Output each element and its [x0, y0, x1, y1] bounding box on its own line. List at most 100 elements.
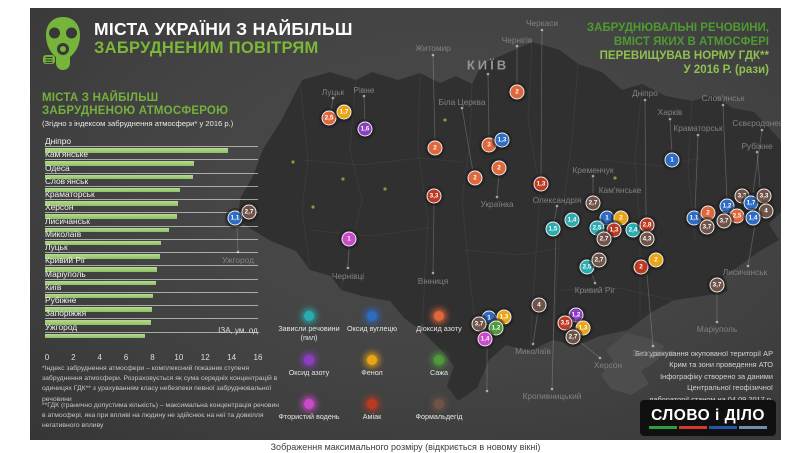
- chart-subtitle: (Згідно з індексом забруднення атмосфери…: [42, 119, 234, 128]
- pollutant-marker-dust: 1,4: [564, 212, 580, 228]
- map-city-label: Вінниця: [417, 276, 449, 286]
- pollutant-marker-no-Херсон: 1,2: [568, 307, 584, 323]
- legend-item: Зависли речовини (пил): [277, 311, 341, 351]
- axis-tick: 8: [150, 353, 155, 362]
- pollutant-marker-phenol-Луцьк: 1,7: [336, 104, 352, 120]
- phenol-legend-dot: [367, 355, 377, 365]
- bar: [45, 320, 151, 325]
- bar-city-label: Кривий Ріг: [45, 256, 258, 267]
- pollutant-marker-co-Київ: 1,3: [494, 132, 510, 148]
- map-title-block: ЗАБРУДНЮВАЛЬНІ РЕЧОВИНИ, ВМІСТ ЯКИХ В АТ…: [587, 21, 769, 77]
- legend-label: Діоксид азоту: [416, 324, 462, 333]
- bar-row: Ужгород: [45, 322, 260, 338]
- legend-label: Зависли речовини (пил): [278, 324, 340, 342]
- map-city-label: Черкаси: [526, 18, 558, 28]
- bar-city-label: Ужгород: [45, 322, 258, 333]
- pollutant-marker-co-Харків: 1: [664, 152, 680, 168]
- map-city-label: Чернівці: [331, 271, 365, 281]
- bar-city-label: Краматорськ: [45, 190, 258, 200]
- legend-label: Оксид азоту: [288, 368, 330, 377]
- pollutant-marker-phenol-Херсон: 1,3: [575, 320, 591, 336]
- image-caption-link[interactable]: Зображення максимального розміру (відкри…: [270, 442, 541, 452]
- bar: [45, 240, 162, 246]
- map-city-label: Лисичанськ: [722, 267, 768, 277]
- pollutant-marker-nh3-Кам'янське: 1,3: [606, 222, 622, 238]
- map-city-label: КИЇВ: [466, 57, 510, 73]
- axis-tick: 6: [123, 353, 129, 362]
- bar-row: Кривий Ріг: [45, 256, 260, 272]
- bar-row: Одеса: [45, 163, 260, 179]
- co-legend-dot: [367, 311, 377, 321]
- legend-label: Сажа: [429, 368, 449, 377]
- pollutant-marker-fa-Кривий Ріг: 2,7: [591, 252, 607, 268]
- map-city-label: Кропивницький: [522, 391, 582, 401]
- footnote-gdk: **ГДК (гранично допустима кількість) – м…: [42, 402, 280, 430]
- bar-city-label: Лисичанськ: [45, 216, 258, 227]
- pollutant-marker-fa-Маріуполь: 3,7: [709, 277, 725, 293]
- legend-item: Фтористий водень: [277, 399, 341, 439]
- pollutant-marker-dust-Дніпро: 2,4: [625, 222, 641, 238]
- legend-label: Фенол: [361, 368, 383, 377]
- map-title-line3: ПЕРЕВИЩУВАВ НОРМУ ГДК**: [599, 50, 769, 62]
- pollutant-marker-co-Краматорськ: 1,1: [686, 210, 702, 226]
- bar-row: Маріуполь: [45, 269, 260, 285]
- bar: [45, 333, 146, 338]
- map-city-label: Рівне: [353, 85, 375, 95]
- pollutant-marker-fa-Кам'янське: 2,7: [596, 231, 612, 247]
- pollutant-marker-no-Рівне: 1,6: [357, 121, 373, 137]
- pollutant-marker-no2-Слов'янськ: 2,5: [729, 208, 745, 224]
- bar: [45, 214, 177, 219]
- pollutant-marker-co-Лисичанськ: 1,4: [745, 210, 761, 226]
- bar-city-label: Маріуполь: [45, 269, 258, 280]
- bar-city-label: Одеса: [45, 163, 258, 174]
- pollutant-marker-no2-Луцьк: 2,5: [321, 110, 337, 126]
- footnote-iza: *Індекс забруднення атмосфери – комплекс…: [42, 365, 278, 403]
- bar-city-label: Миколаїв: [45, 229, 258, 240]
- map-city-label: Дніпро: [632, 88, 658, 98]
- pollutant-marker-no2-Українка: 2: [491, 160, 507, 176]
- map-city-label: Кривий Ріг: [574, 285, 616, 295]
- logo-stripe: [739, 425, 767, 429]
- connector-lines: [236, 28, 764, 393]
- pollutant-marker-fa-Рубіжне: 4: [758, 203, 774, 219]
- axis-tick: 14: [227, 353, 237, 362]
- map-title-line4: У 2016 Р. (рази): [683, 64, 769, 76]
- axis-tick: 0: [44, 353, 50, 362]
- credit-line: Крим та зони проведення АТО: [669, 360, 773, 370]
- pollutant-marker-phenol-Кам'янське: 2: [613, 210, 629, 226]
- bar-row: Рубіжне: [45, 296, 260, 312]
- bar: [45, 174, 193, 179]
- slovoidilo-logo: СЛОВО і ДІЛО: [640, 400, 776, 436]
- no2-legend-dot: [434, 311, 444, 321]
- bar: [45, 267, 158, 272]
- pollutant-marker-nh3-Черкаси: 1,3: [533, 176, 549, 192]
- ukraine-outline: [238, 42, 781, 401]
- x-axis: 0 2 4 6 8 10 12 14 16: [45, 353, 265, 363]
- infographic-poster[interactable]: МІСТА УКРАЇНИ З НАЙБІЛЬШ ЗАБРУДНЕНИМ ПОВ…: [30, 8, 781, 440]
- bar-city-label: Київ: [45, 282, 258, 293]
- credit-line: Центральної геофізичної: [687, 383, 773, 393]
- map-city-label: Кам'янське: [598, 185, 642, 195]
- map-city-label: Миколаїв: [515, 346, 551, 356]
- pollutant-marker-dust: 1,5: [545, 221, 561, 237]
- bar: [45, 227, 169, 232]
- pollutant-marker-phenol-Одеса: 1,3: [496, 309, 512, 325]
- map-city-label: Біла Церква: [438, 97, 486, 107]
- pollutant-marker-fa-Одеса: 3,7: [471, 316, 487, 332]
- logo-stripe: [679, 425, 707, 429]
- credit-line: лабораторії станом на 04.09.2017 р.: [635, 394, 773, 405]
- legend-label: Аміак: [362, 412, 382, 421]
- source-credits: Без урахування окупованої території АР К…: [635, 348, 773, 405]
- map-city-label: Ужгород: [222, 255, 254, 265]
- axis-tick: 2: [71, 353, 76, 362]
- chart-heading-line2: ЗАБРУДНЕНОЮ АТМОСФЕРОЮ: [42, 105, 229, 117]
- legend-item: Діоксид азоту: [403, 311, 475, 351]
- bar-city-label: Херсон: [45, 203, 258, 214]
- pollutant-marker-co-Сєвєродонецьк: 1,7: [743, 195, 759, 211]
- bar: [45, 187, 180, 193]
- poster-title-line2: ЗАБРУДНЕНИМ ПОВІТРЯМ: [94, 39, 319, 57]
- pollutant-marker-no2-Чернігів: 2: [509, 84, 525, 100]
- map-city-label: Чернігів: [501, 35, 533, 45]
- bar: [45, 254, 160, 259]
- map-city-label: Херсон: [593, 360, 623, 370]
